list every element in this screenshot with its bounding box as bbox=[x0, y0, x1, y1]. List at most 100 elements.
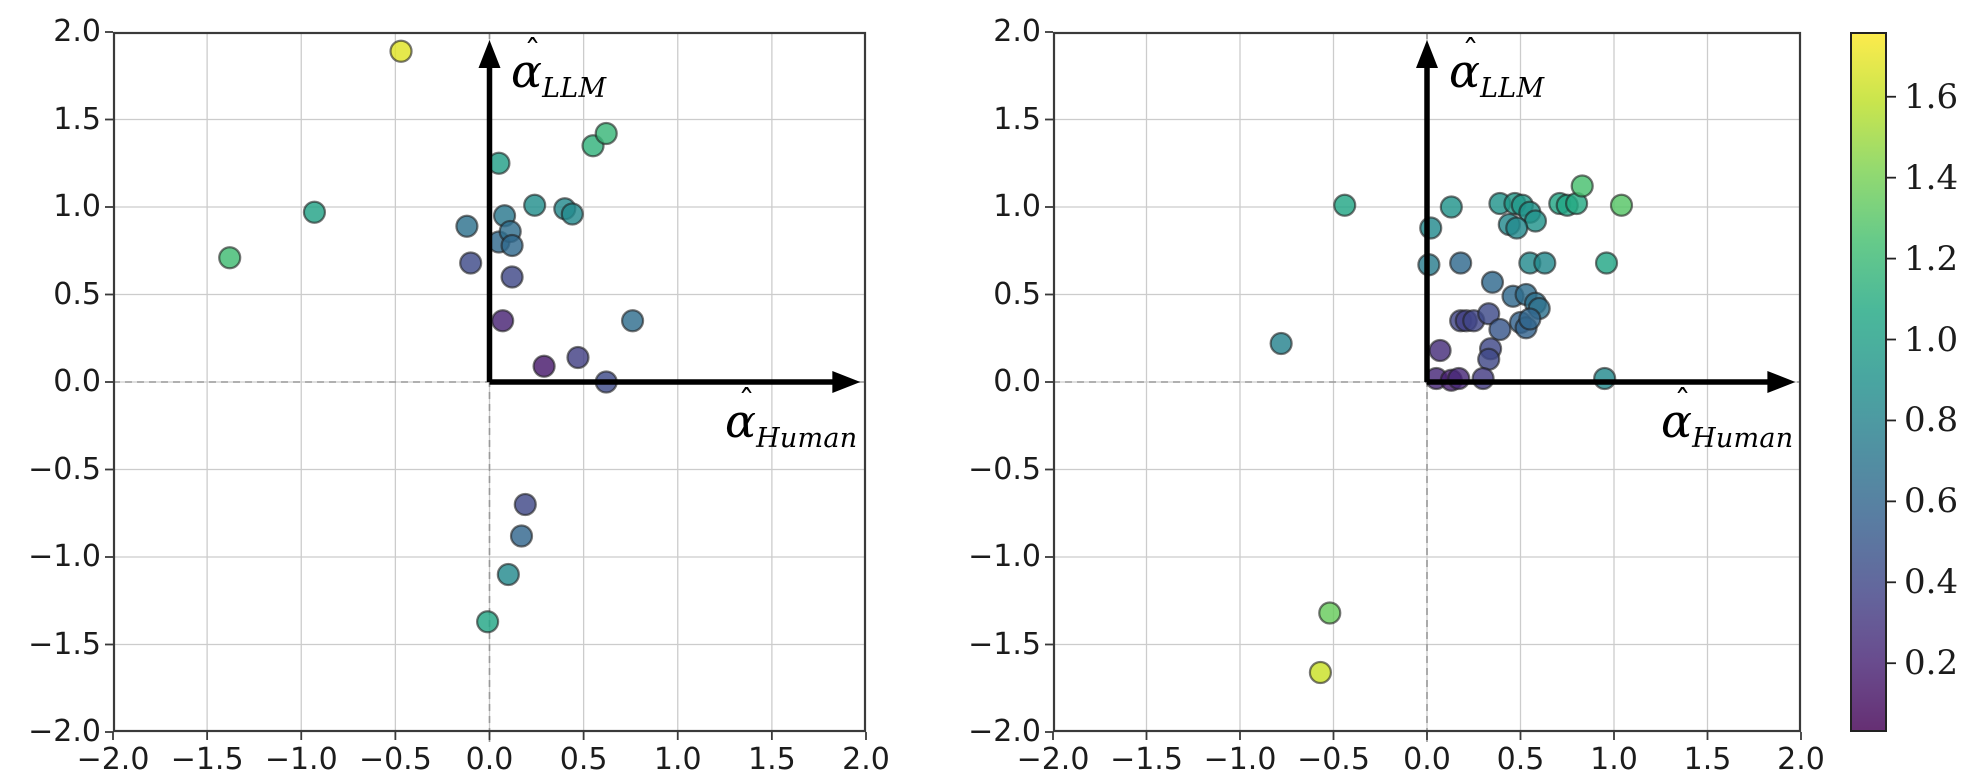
y-axis-label-llm: α ˆ LLM bbox=[1449, 35, 1544, 103]
y-tick-label: 2.0 bbox=[993, 14, 1041, 49]
hat-accent: ˆ bbox=[738, 381, 755, 421]
human-axis-arrowhead bbox=[1767, 371, 1796, 393]
scatter-point bbox=[594, 121, 618, 146]
scatter-plot-right: α ˆ LLM α ˆ Human bbox=[1045, 31, 1802, 742]
scatter-point bbox=[389, 39, 413, 63]
y-tick-label: 0.0 bbox=[993, 364, 1041, 399]
colorbar-gradient bbox=[1850, 32, 1887, 732]
x-tick-label: 2.0 bbox=[842, 742, 890, 777]
scatter-point bbox=[1318, 601, 1342, 625]
x-tick-label: 1.0 bbox=[1590, 742, 1638, 777]
y-axis-label-subscript: LLM bbox=[542, 73, 607, 105]
colorbar-tick-label: 1.4 bbox=[1904, 157, 1959, 198]
scatter-point bbox=[500, 265, 524, 289]
x-axis-label-subscript: Human bbox=[756, 423, 858, 455]
x-tick-label: −1.5 bbox=[1110, 742, 1183, 777]
hat-accent: ˆ bbox=[1674, 381, 1691, 421]
y-tick-label: 1.0 bbox=[53, 189, 101, 224]
scatter-point bbox=[1428, 338, 1452, 363]
scatter-point bbox=[566, 345, 590, 370]
scatter-point bbox=[1593, 366, 1617, 391]
scatter-point bbox=[1419, 216, 1443, 240]
y-tick-label: 0.0 bbox=[53, 364, 101, 399]
x-tick-label: 1.5 bbox=[748, 742, 796, 777]
colorbar-svg bbox=[1850, 32, 1896, 732]
plot-area-svg bbox=[1045, 31, 1802, 742]
y-tick-label: −2.0 bbox=[28, 714, 101, 749]
scatter-point bbox=[455, 214, 479, 238]
scatter-point bbox=[509, 524, 534, 548]
x-axis-label-human: α ˆ Human bbox=[725, 385, 857, 453]
scatter-point bbox=[500, 233, 524, 258]
colorbar-tick-label: 1.2 bbox=[1904, 238, 1959, 279]
hat-accent: ˆ bbox=[524, 31, 541, 71]
y-tick-label: −0.5 bbox=[28, 451, 101, 487]
x-tick-label: 0.0 bbox=[465, 742, 514, 777]
scatter-point bbox=[1518, 307, 1542, 331]
x-tick-label: 0.5 bbox=[1496, 742, 1545, 777]
scatter-point bbox=[1333, 193, 1357, 217]
y-tick-label: 1.5 bbox=[53, 101, 101, 137]
y-tick-label: 1.5 bbox=[993, 101, 1041, 137]
colorbar-tick-label: 0.8 bbox=[1904, 400, 1959, 441]
y-tick-label: 0.5 bbox=[53, 276, 101, 312]
scatter-point bbox=[218, 246, 242, 270]
scatter-point bbox=[302, 200, 327, 224]
scatter-point bbox=[620, 309, 645, 333]
human-axis-arrowhead bbox=[832, 371, 861, 393]
y-tick-label: 0.5 bbox=[993, 276, 1041, 312]
scatter-point bbox=[1269, 331, 1293, 356]
x-tick-label: −0.5 bbox=[358, 742, 432, 777]
y-tick-label: −0.5 bbox=[968, 451, 1041, 487]
scatter-point bbox=[1533, 251, 1557, 275]
x-axis-label-subscript: Human bbox=[1692, 423, 1794, 455]
scatter-point bbox=[513, 492, 537, 517]
colorbar-tick-label: 0.2 bbox=[1904, 643, 1959, 684]
x-tick-label: −0.5 bbox=[1297, 742, 1370, 777]
colorbar-tick-label: 1.0 bbox=[1904, 319, 1959, 360]
x-tick-label: 0.5 bbox=[559, 742, 608, 777]
llm-axis-arrowhead bbox=[478, 40, 501, 68]
scatter-point bbox=[1308, 660, 1333, 685]
scatter-point bbox=[1480, 270, 1505, 294]
y-tick-label: −1.0 bbox=[28, 539, 101, 574]
scatter-point bbox=[1477, 347, 1501, 371]
y-tick-label: −1.0 bbox=[968, 539, 1041, 574]
y-tick-label: 1.0 bbox=[993, 189, 1041, 224]
scatter-point bbox=[560, 202, 584, 226]
y-axis-label-subscript: LLM bbox=[1480, 73, 1545, 105]
colorbar-tick-label: 0.4 bbox=[1904, 562, 1959, 603]
scatter-point bbox=[1570, 174, 1594, 198]
x-tick-label: −1.5 bbox=[170, 742, 244, 777]
plot-spines bbox=[1052, 31, 1802, 733]
scatter-point bbox=[476, 610, 500, 634]
y-tick-label: −1.5 bbox=[28, 626, 101, 662]
x-axis-label-human: α ˆ Human bbox=[1661, 385, 1793, 453]
y-tick-label: 2.0 bbox=[53, 14, 101, 49]
plot-spines bbox=[112, 31, 867, 733]
x-tick-label: 1.0 bbox=[653, 742, 702, 777]
scatter-point bbox=[523, 193, 547, 217]
x-tick-label: 2.0 bbox=[1777, 742, 1825, 777]
scatter-point bbox=[1439, 195, 1463, 219]
scatter-point bbox=[459, 251, 483, 275]
scatter-point bbox=[1471, 366, 1495, 391]
x-tick-label: −2.0 bbox=[76, 742, 150, 777]
x-tick-label: −2.0 bbox=[1016, 742, 1090, 777]
scatter-point bbox=[1447, 366, 1471, 391]
plot-area-svg bbox=[105, 31, 867, 742]
x-tick-label: 0.0 bbox=[1403, 742, 1451, 777]
scatter-point bbox=[1609, 193, 1634, 217]
y-axis-label-llm: α ˆ LLM bbox=[511, 35, 606, 103]
x-tick-label: 1.5 bbox=[1683, 742, 1732, 777]
y-tick-label: −2.0 bbox=[968, 714, 1041, 749]
scatter-point bbox=[1488, 317, 1512, 342]
scatter-point bbox=[1594, 251, 1619, 275]
scatter-point bbox=[1477, 302, 1501, 326]
colorbar-tick-label: 1.6 bbox=[1904, 76, 1959, 117]
y-tick-label: −1.5 bbox=[968, 626, 1041, 662]
